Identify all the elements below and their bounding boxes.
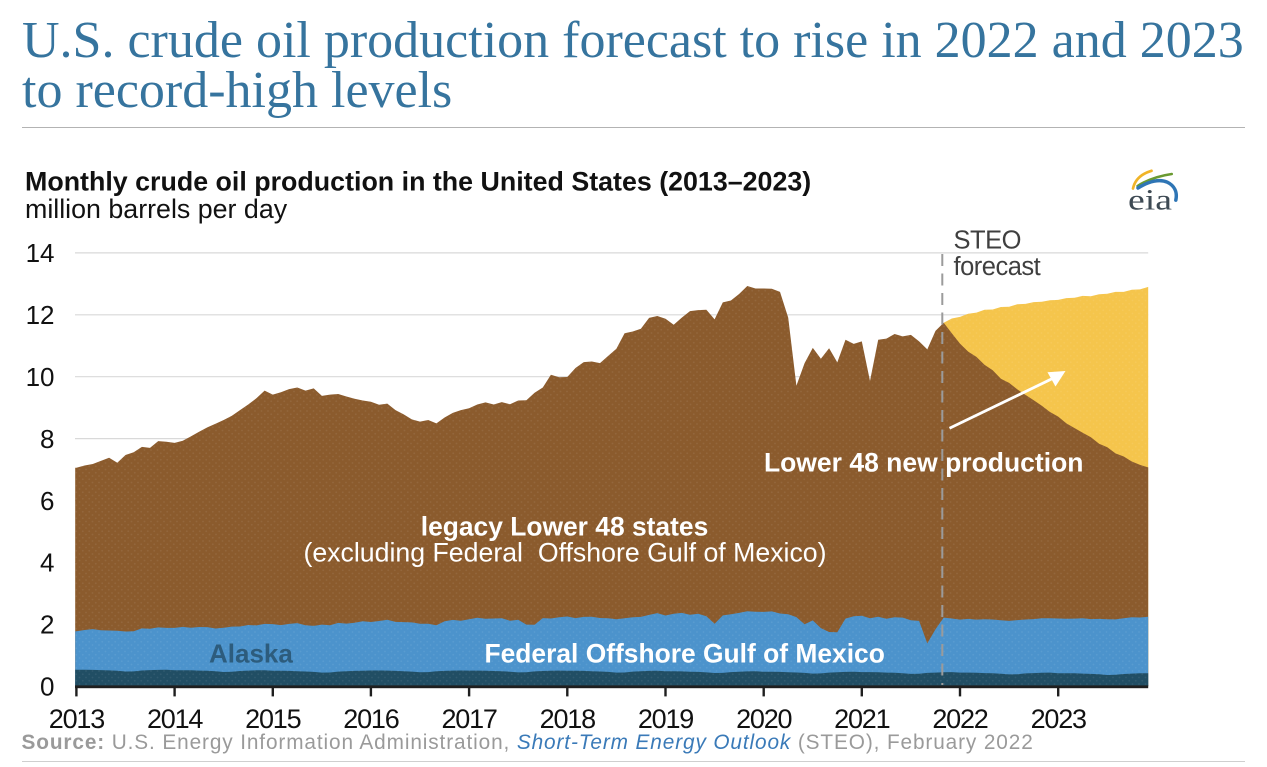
svg-text:2018: 2018 (540, 704, 595, 734)
svg-text:14: 14 (26, 238, 55, 268)
svg-text:2016: 2016 (343, 704, 398, 734)
svg-text:2014: 2014 (147, 704, 203, 734)
svg-text:12: 12 (26, 300, 55, 330)
svg-text:Lower 48 new production: Lower 48 new production (764, 448, 1084, 478)
svg-text:Federal Offshore Gulf of Mexic: Federal Offshore Gulf of Mexico (485, 638, 885, 668)
svg-text:Monthly crude oil production i: Monthly crude oil production in the Unit… (25, 167, 811, 197)
svg-text:0: 0 (40, 672, 54, 702)
svg-text:10: 10 (26, 362, 55, 392)
svg-text:8: 8 (40, 424, 54, 454)
svg-text:2020: 2020 (736, 704, 791, 734)
svg-text:STEO: STEO (954, 226, 1021, 254)
svg-text:4: 4 (40, 548, 54, 578)
svg-text:2: 2 (40, 610, 54, 640)
svg-text:legacy Lower 48 states: legacy Lower 48 states (421, 512, 709, 542)
svg-text:2017: 2017 (441, 704, 496, 734)
svg-text:million barrels per day: million barrels per day (25, 194, 288, 224)
svg-text:6: 6 (40, 486, 54, 516)
svg-text:(excluding Federal Offshore G: (excluding Federal Offshore Gulf of Mexi… (303, 537, 826, 567)
svg-text:2015: 2015 (245, 704, 300, 734)
svg-text:eia: eia (1128, 183, 1172, 216)
svg-text:Alaska: Alaska (209, 638, 293, 668)
svg-text:forecast: forecast (954, 253, 1041, 281)
svg-text:2023: 2023 (1031, 704, 1086, 734)
svg-text:2013: 2013 (49, 704, 104, 734)
svg-text:2022: 2022 (932, 704, 987, 734)
svg-text:2021: 2021 (834, 704, 889, 734)
svg-text:2019: 2019 (638, 704, 693, 734)
